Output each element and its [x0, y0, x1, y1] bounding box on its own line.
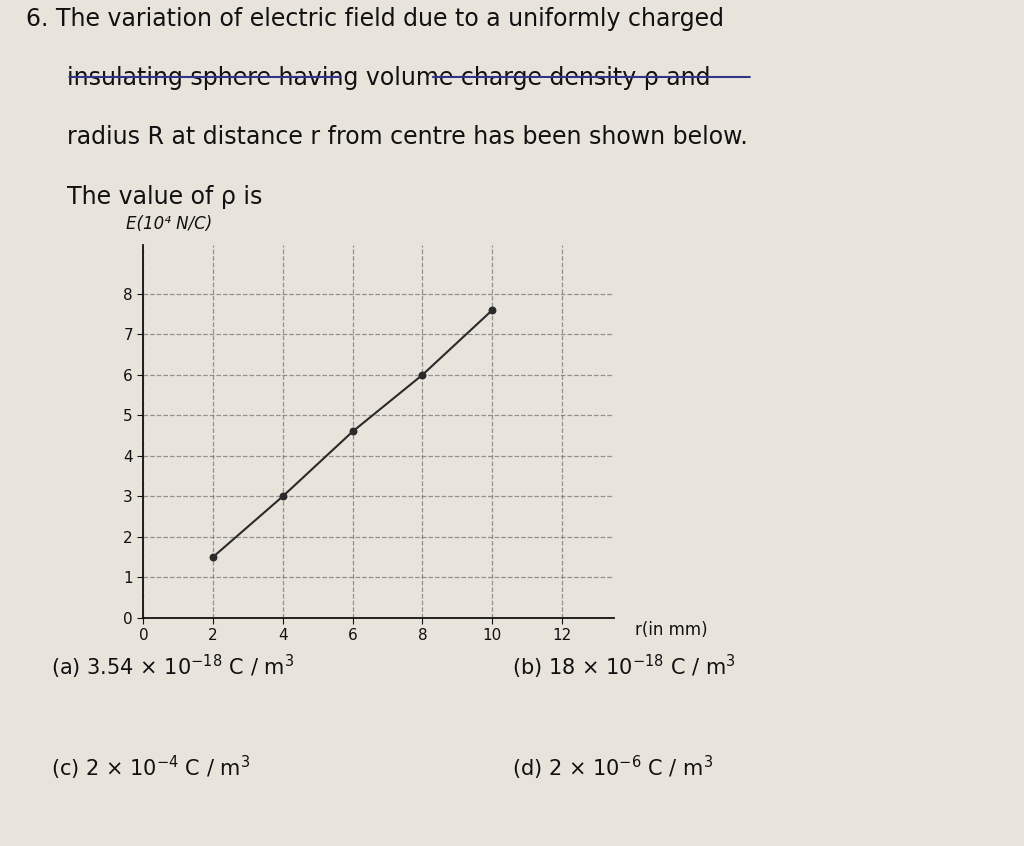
Text: insulating sphere having volume charge density ρ and: insulating sphere having volume charge d…: [67, 66, 710, 90]
Point: [415, 368, 431, 382]
Text: r(in mm): r(in mm): [635, 621, 708, 639]
Text: (b) 18 × 10$^{-18}$ C / m$^3$: (b) 18 × 10$^{-18}$ C / m$^3$: [512, 652, 736, 681]
Text: The value of ρ is: The value of ρ is: [67, 184, 262, 209]
Point: [274, 490, 291, 503]
Text: radius R at distance r from centre has been shown below.: radius R at distance r from centre has b…: [67, 125, 748, 150]
Text: (a) 3.54 × 10$^{-18}$ C / m$^3$: (a) 3.54 × 10$^{-18}$ C / m$^3$: [51, 652, 295, 681]
Point: [484, 304, 501, 317]
Text: 6. The variation of electric field due to a uniformly charged: 6. The variation of electric field due t…: [26, 7, 724, 30]
Point: [205, 550, 221, 563]
Text: (c) 2 × 10$^{-4}$ C / m$^3$: (c) 2 × 10$^{-4}$ C / m$^3$: [51, 754, 251, 782]
Point: [344, 425, 360, 438]
Text: E(10⁴ N/C): E(10⁴ N/C): [126, 215, 212, 233]
Text: (d) 2 × 10$^{-6}$ C / m$^3$: (d) 2 × 10$^{-6}$ C / m$^3$: [512, 754, 713, 782]
